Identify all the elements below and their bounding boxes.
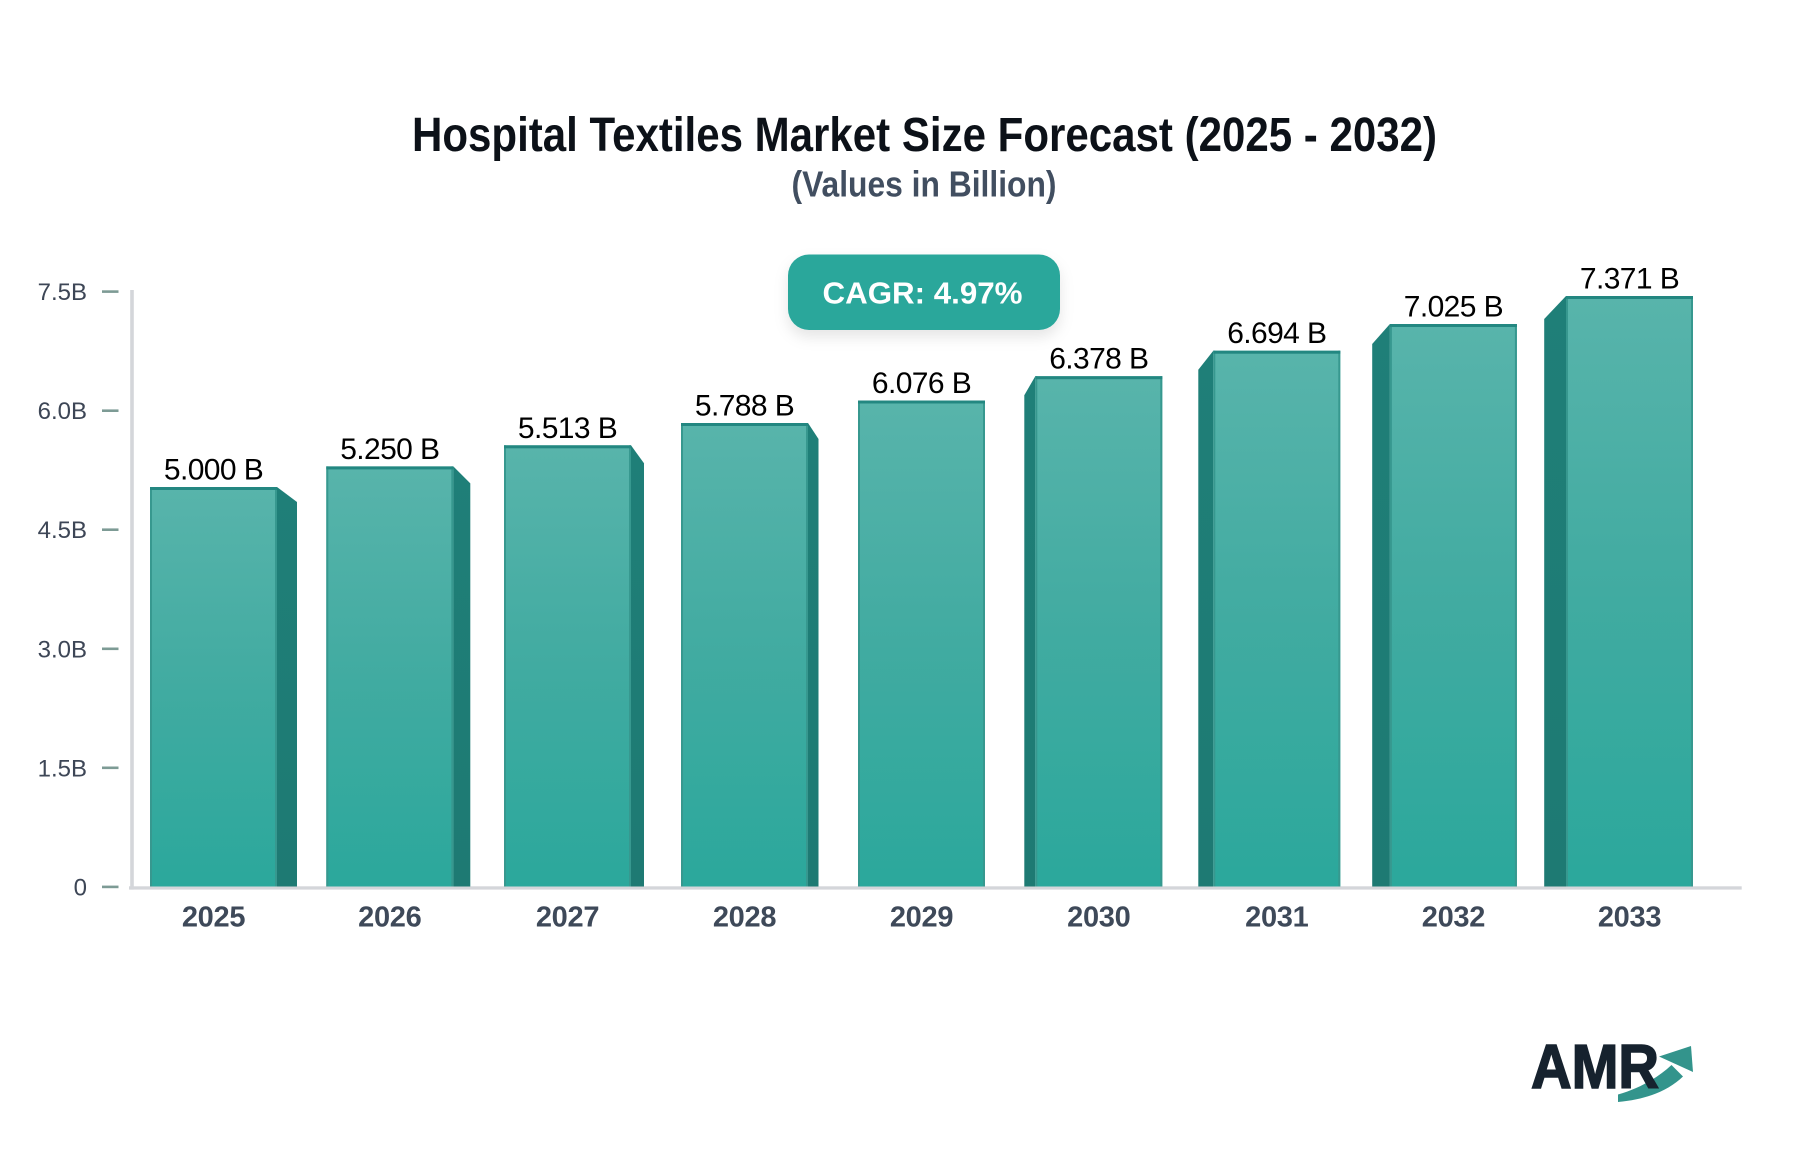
svg-text:2029: 2029 — [890, 902, 953, 934]
svg-text:(Values in Billion): (Values in Billion) — [792, 164, 1057, 205]
svg-text:4.5B: 4.5B — [38, 517, 87, 544]
svg-text:3.0B: 3.0B — [38, 636, 87, 663]
svg-text:7.371 B: 7.371 B — [1580, 263, 1679, 296]
svg-text:2031: 2031 — [1245, 902, 1308, 934]
svg-text:1.5B: 1.5B — [38, 755, 87, 782]
svg-text:2025: 2025 — [182, 902, 245, 934]
svg-text:5.250 B: 5.250 B — [340, 433, 439, 466]
svg-text:AMR: AMR — [1531, 1033, 1659, 1102]
svg-text:6.694 B: 6.694 B — [1227, 317, 1326, 350]
svg-text:2033: 2033 — [1598, 902, 1661, 934]
svg-text:7.5B: 7.5B — [38, 279, 87, 306]
svg-text:5.513 B: 5.513 B — [518, 412, 617, 445]
svg-text:2032: 2032 — [1422, 902, 1485, 934]
svg-text:5.000 B: 5.000 B — [164, 454, 263, 487]
svg-text:2026: 2026 — [358, 902, 421, 934]
svg-text:2030: 2030 — [1067, 902, 1130, 934]
svg-text:Hospital Textiles Market Size: Hospital Textiles Market Size Forecast (… — [412, 109, 1437, 162]
svg-text:5.788 B: 5.788 B — [695, 390, 794, 423]
svg-text:6.378 B: 6.378 B — [1049, 343, 1148, 376]
svg-text:CAGR: 4.97%: CAGR: 4.97% — [823, 276, 1023, 311]
svg-text:2028: 2028 — [713, 902, 776, 934]
svg-text:7.025 B: 7.025 B — [1404, 291, 1503, 324]
svg-text:2027: 2027 — [536, 902, 599, 934]
svg-text:6.076 B: 6.076 B — [872, 367, 971, 400]
svg-text:6.0B: 6.0B — [38, 398, 87, 425]
svg-text:0: 0 — [74, 874, 87, 901]
